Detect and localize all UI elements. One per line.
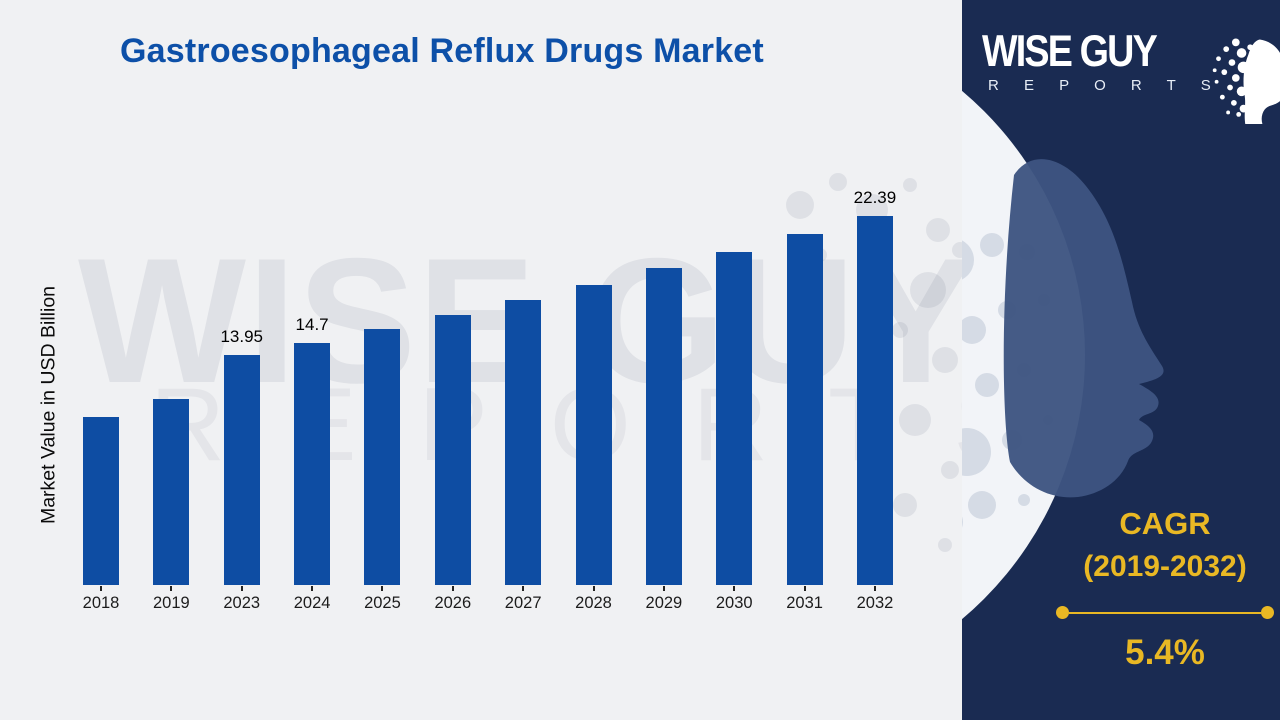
cagr-range: (2019-2032): [1083, 550, 1247, 583]
divider-left-dot: [1056, 606, 1069, 619]
bar: [575, 284, 612, 585]
divider-line: [1069, 611, 1261, 614]
cagr-divider: [1056, 606, 1274, 619]
bar: [856, 215, 893, 585]
x-axis-label: 2029: [645, 594, 683, 612]
bar-value-label: 14.7: [295, 314, 329, 334]
bar-group: 2025: [364, 329, 401, 612]
logo-head-icon: [1212, 38, 1280, 124]
x-axis-label: 2027: [504, 594, 542, 612]
face-silhouette: [1003, 159, 1164, 498]
logo-subtitle: R E P O R T S: [988, 77, 1222, 94]
x-axis-label: 2028: [575, 594, 612, 612]
bar-value-label: 22.39: [853, 187, 897, 207]
bar: [294, 342, 331, 585]
bar-group: 14.7 2024: [294, 315, 331, 612]
x-axis-tick: [170, 586, 173, 591]
x-axis-label: 2023: [223, 594, 261, 612]
x-axis-label: 2025: [364, 594, 401, 612]
bar: [645, 268, 682, 585]
x-axis-tick: [733, 586, 736, 591]
bar: [434, 314, 471, 585]
x-axis-tick: [873, 586, 876, 591]
x-axis-label: 2032: [856, 594, 894, 612]
y-axis-label: Market Value in USD Billion: [37, 285, 60, 525]
bar: [153, 398, 190, 585]
brand-logo: WISE GUY R E P O R T S: [982, 26, 1280, 124]
bar-group: 2029: [645, 268, 682, 612]
bar-group: 2019: [153, 398, 190, 612]
x-axis-tick: [100, 586, 102, 591]
page-title: Gastroesophageal Reflux Drugs Market: [120, 32, 764, 70]
bar-group: 2028: [575, 284, 612, 612]
x-axis-label: 2031: [786, 594, 823, 612]
x-axis-label: 2026: [434, 594, 472, 612]
x-axis-tick: [592, 586, 595, 591]
panel-artwork: [962, 91, 1164, 619]
bar-group: 2030: [716, 251, 753, 612]
cagr-value: 5.4%: [1125, 633, 1205, 672]
x-axis-tick: [240, 586, 243, 591]
bar-group: 2031: [786, 233, 823, 612]
bar-group: 13.95 2023: [220, 327, 263, 612]
bar: [505, 299, 542, 585]
cagr-block: CAGR (2019-2032) 5.4%: [1052, 506, 1278, 673]
x-axis-tick: [662, 586, 665, 591]
bar-chart: 2018 2019 13.95 2023 14.7 2024 2025 2026 2027 202…: [83, 165, 897, 612]
logo-wordmark: WISE GUY: [982, 26, 1158, 76]
bar-group: 2027: [505, 299, 542, 612]
brand-panel: WISE GUY R E P O R T S: [962, 0, 1280, 720]
bar: [716, 251, 753, 585]
bar-group: 2018: [83, 416, 119, 612]
bar-value-label: 13.95: [220, 327, 263, 347]
x-axis-tick: [311, 586, 314, 591]
divider-right-dot: [1261, 606, 1274, 619]
bar: [223, 355, 260, 585]
bar: [83, 416, 119, 585]
x-axis-tick: [522, 586, 525, 591]
x-axis-label: 2019: [153, 594, 190, 612]
x-axis-tick: [803, 586, 806, 591]
x-axis-tick: [381, 586, 384, 591]
bar: [786, 233, 823, 585]
bar-group: 2026: [434, 314, 471, 612]
cagr-label: CAGR: [1119, 506, 1211, 541]
x-axis-label: 2018: [82, 594, 120, 612]
x-axis-label: 2030: [715, 594, 753, 612]
bar-group: 22.39 2032: [854, 188, 897, 612]
x-axis-tick: [451, 586, 454, 591]
x-axis-label: 2024: [293, 594, 331, 612]
bar: [364, 329, 401, 585]
